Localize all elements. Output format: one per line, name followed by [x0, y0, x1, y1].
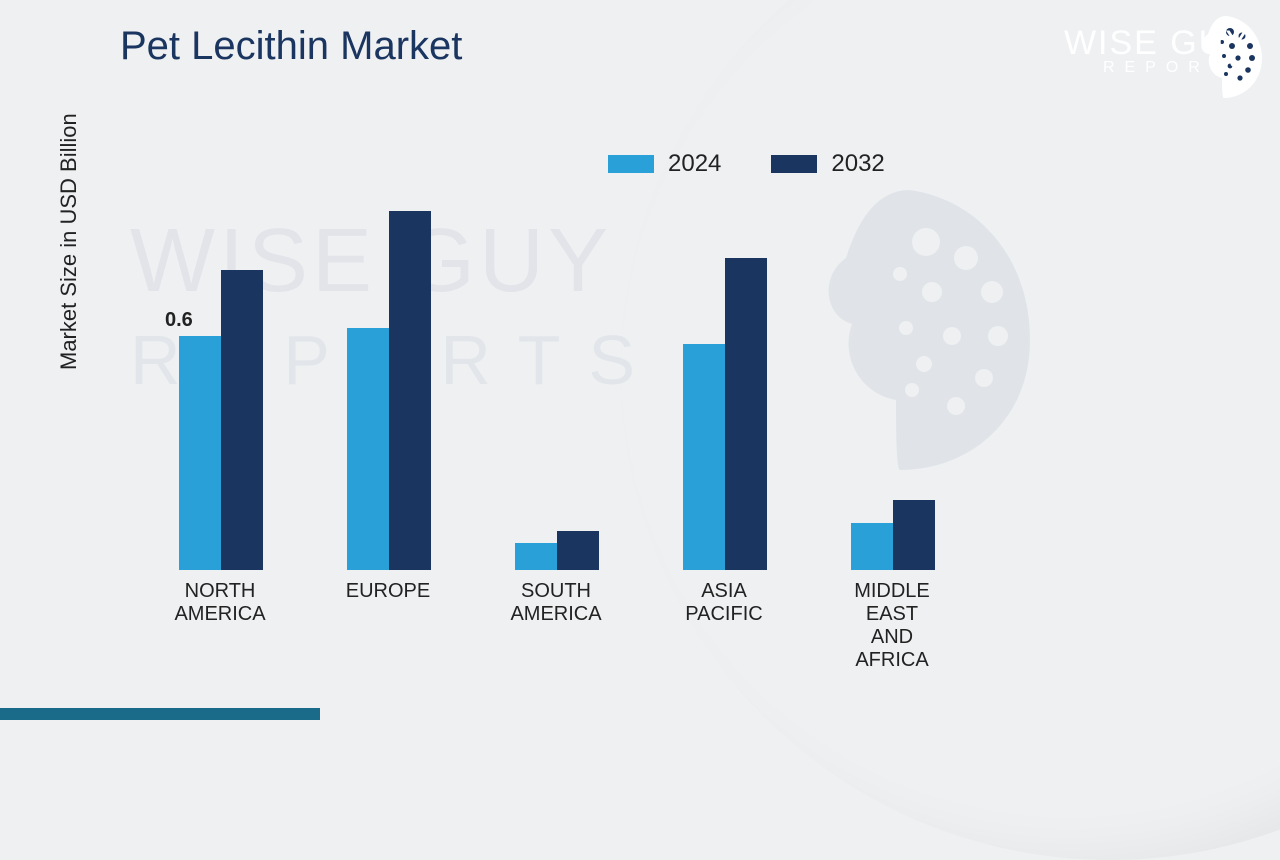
bar-2024 [347, 328, 389, 570]
plot-region: 0.6 [138, 180, 968, 570]
brand-logo: WISE GUY REPORTS [1064, 24, 1250, 77]
page-title: Pet Lecithin Market [120, 24, 462, 69]
legend-label-2032: 2032 [831, 150, 884, 178]
category-label: EUROPE [318, 580, 458, 603]
chart-legend: 2024 2032 [608, 150, 885, 178]
bar-2024 [179, 336, 221, 570]
bar-2032 [893, 500, 935, 570]
legend-item-2024: 2024 [608, 150, 721, 178]
logo-text-top: WISE GUY [1064, 24, 1250, 63]
chart-area: Market Size in USD Billion 2024 2032 0.6… [68, 150, 988, 690]
bar-value-label: 0.6 [165, 309, 193, 332]
bar-2032 [557, 531, 599, 570]
bar-2032 [725, 258, 767, 570]
legend-swatch-2024 [608, 155, 654, 173]
bar-2032 [221, 270, 263, 570]
accent-bottom-bar [0, 708, 320, 720]
legend-item-2032: 2032 [771, 150, 884, 178]
category-label: MIDDLEEASTANDAFRICA [822, 580, 962, 672]
legend-swatch-2032 [771, 155, 817, 173]
y-axis-label: Market Size in USD Billion [56, 113, 82, 370]
bar-2024 [515, 543, 557, 570]
legend-label-2024: 2024 [668, 150, 721, 178]
bar-2024 [851, 523, 893, 570]
category-label: NORTHAMERICA [150, 580, 290, 626]
bar-2024 [683, 344, 725, 570]
plot-baseline [138, 570, 968, 571]
category-label: ASIAPACIFIC [654, 580, 794, 626]
bar-2032 [389, 211, 431, 570]
category-label: SOUTHAMERICA [486, 580, 626, 626]
